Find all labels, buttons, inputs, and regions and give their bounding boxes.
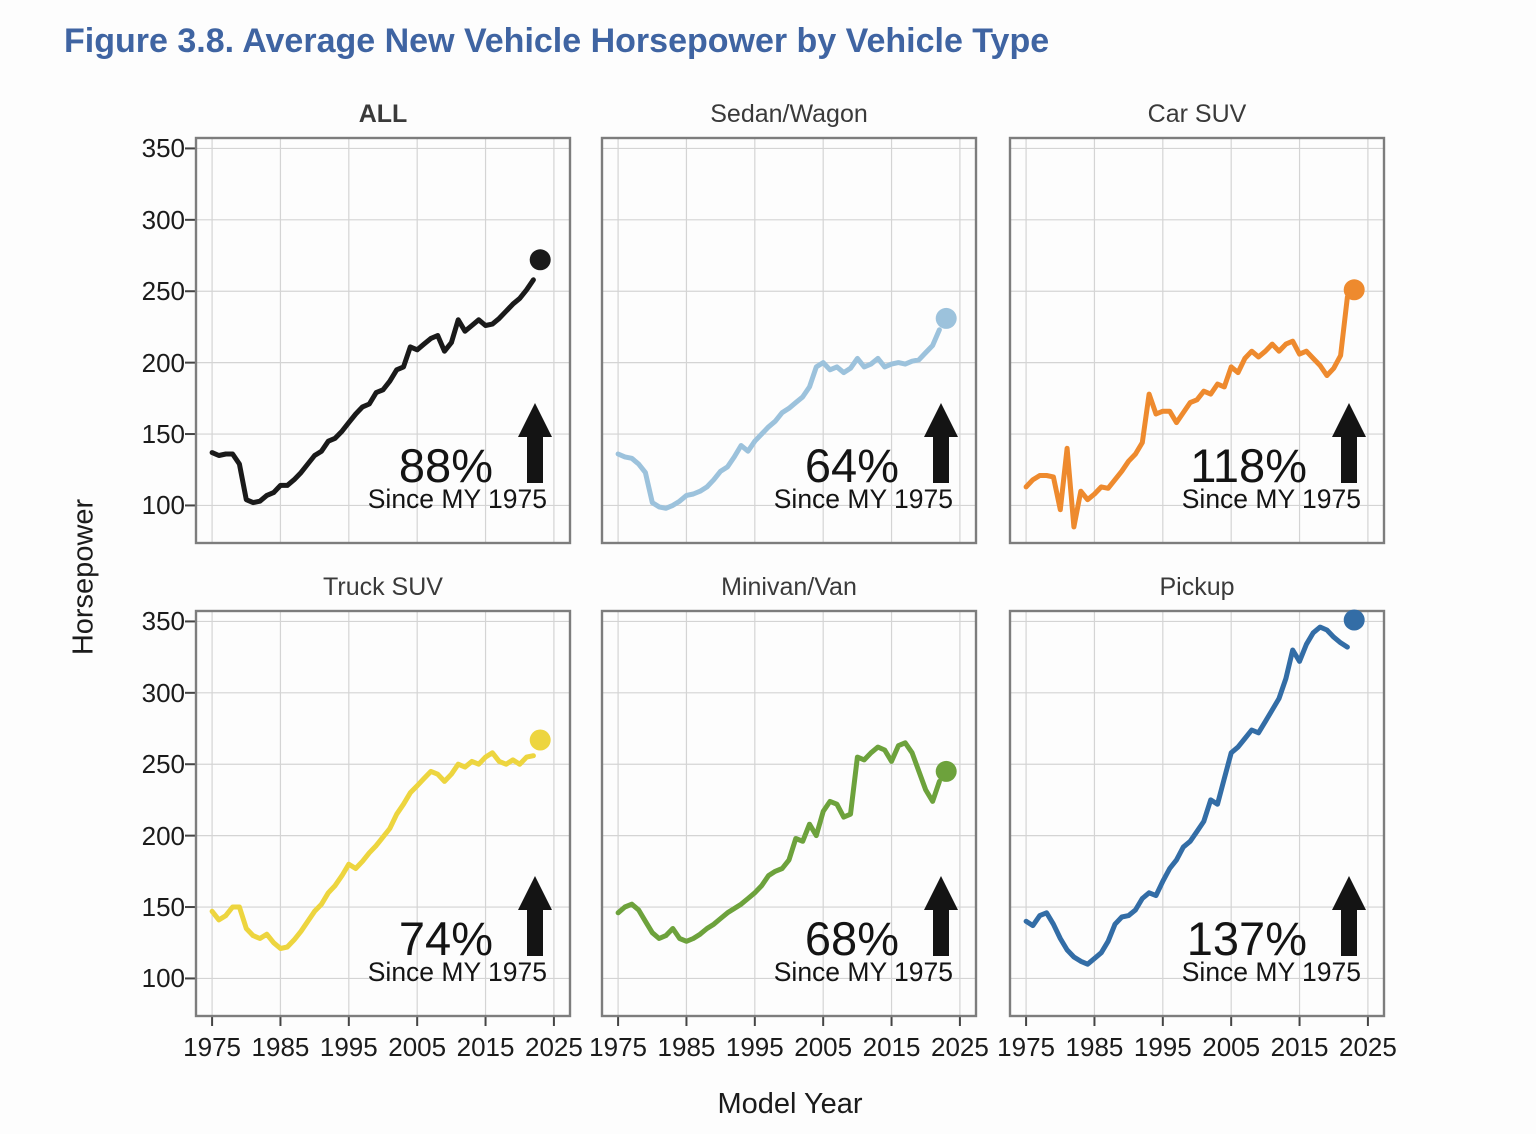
series-line	[1023, 624, 1350, 967]
x-tick-label: 1995	[1133, 1032, 1192, 1062]
pct-label: 137%	[1187, 912, 1307, 965]
chart-all: 88%Since MY 1975	[185, 136, 572, 545]
y-tick-label: 150	[141, 892, 185, 923]
up-arrow-icon	[924, 876, 958, 956]
panel-title-car-suv: Car SUV	[1147, 100, 1247, 128]
x-tick-label: 2025	[1338, 1032, 1397, 1062]
x-tick-label: 2015	[862, 1032, 921, 1062]
panel-title-sedan-wagon: Sedan/Wagon	[710, 100, 868, 128]
series-line	[615, 327, 942, 511]
latest-point-dot	[1343, 279, 1365, 301]
x-tick-label: 1985	[657, 1032, 716, 1062]
y-tick-label: 250	[141, 749, 185, 780]
up-arrow-icon	[518, 403, 552, 483]
y-tick-label: 250	[141, 276, 185, 307]
panel-border	[194, 136, 572, 545]
x-tick-label: 1975	[183, 1032, 241, 1062]
x-tick-label: 1975	[589, 1032, 647, 1062]
series-line	[615, 740, 942, 944]
pct-label: 64%	[805, 439, 899, 492]
pct-label: 74%	[399, 912, 493, 965]
gridlines	[601, 610, 977, 1017]
y-tick-label: 200	[141, 347, 185, 378]
axis-ticks	[185, 620, 555, 1026]
x-tick-label: 2005	[388, 1032, 447, 1062]
x-tick-label: 2015	[1270, 1032, 1329, 1062]
chart-sedan-wagon: 64%Since MY 1975	[600, 136, 978, 545]
x-tick-label: 1995	[725, 1032, 784, 1062]
figure-title: Figure 3.8. Average New Vehicle Horsepow…	[64, 22, 1050, 60]
up-arrow-icon	[518, 876, 552, 956]
y-tick-label: 100	[141, 963, 185, 994]
panel-border	[194, 609, 572, 1018]
y-tick-label: 300	[141, 677, 185, 708]
axis-ticks	[617, 1017, 961, 1026]
chart-minivan-van: 68%Since MY 1975	[600, 609, 978, 1026]
x-tick-label: 1985	[1065, 1032, 1124, 1062]
latest-point-dot	[935, 307, 957, 329]
gridlines	[195, 610, 571, 1017]
axis-ticks	[185, 147, 195, 507]
panel-title-truck-suv: Truck SUV	[323, 573, 443, 601]
latest-point-dot	[1343, 609, 1365, 631]
since-label: Since MY 1975	[368, 957, 547, 987]
y-tick-label: 200	[141, 820, 185, 851]
up-arrow-icon	[1332, 403, 1366, 483]
since-label: Since MY 1975	[774, 957, 953, 987]
pct-label: 88%	[399, 439, 493, 492]
series-line	[209, 277, 536, 506]
since-label: Since MY 1975	[368, 484, 547, 514]
panel-border	[1008, 609, 1386, 1018]
gridlines	[195, 137, 571, 544]
since-label: Since MY 1975	[1182, 957, 1361, 987]
x-tick-label: 2005	[794, 1032, 853, 1062]
x-tick-label: 2005	[1202, 1032, 1261, 1062]
latest-point-dot	[529, 249, 551, 271]
x-tick-label: 1985	[251, 1032, 310, 1062]
x-tick-label: 1995	[319, 1032, 378, 1062]
gridlines	[1009, 137, 1385, 544]
pct-label: 68%	[805, 912, 899, 965]
panel-border	[600, 609, 978, 1018]
up-arrow-icon	[1332, 876, 1366, 956]
y-tick-label: 350	[141, 606, 185, 637]
pct-label: 118%	[1190, 439, 1307, 492]
panel-border	[1008, 136, 1386, 545]
since-label: Since MY 1975	[1182, 484, 1361, 514]
panel-border	[600, 136, 978, 545]
axis-ticks	[1025, 1017, 1369, 1026]
latest-point-dot	[529, 729, 551, 751]
chart-car-suv: 118%Since MY 1975	[1008, 136, 1386, 545]
up-arrow-icon	[924, 403, 958, 483]
y-tick-label: 100	[141, 490, 185, 521]
chart-truck-suv: 74%Since MY 1975	[185, 609, 572, 1026]
latest-point-dot	[935, 760, 957, 782]
y-tick-label: 150	[141, 419, 185, 450]
x-axis-title: Model Year	[717, 1088, 863, 1120]
gridlines	[601, 137, 977, 544]
panel-title-pickup: Pickup	[1159, 573, 1235, 601]
panel-title-all: ALL	[358, 100, 408, 128]
chart-pickup: 137%Since MY 1975	[1008, 609, 1386, 1026]
y-axis-title: Horsepower	[67, 498, 100, 656]
panel-title-minivan-van: Minivan/Van	[721, 573, 857, 601]
y-tick-label: 350	[141, 133, 185, 164]
gridlines	[1009, 610, 1385, 1017]
x-tick-label: 2025	[524, 1032, 583, 1062]
since-label: Since MY 1975	[774, 484, 953, 514]
series-line	[209, 750, 536, 951]
x-tick-label: 2025	[930, 1032, 989, 1062]
series-line	[1023, 294, 1350, 530]
y-tick-label: 300	[141, 204, 185, 235]
x-tick-label: 1975	[997, 1032, 1055, 1062]
x-tick-label: 2015	[456, 1032, 515, 1062]
